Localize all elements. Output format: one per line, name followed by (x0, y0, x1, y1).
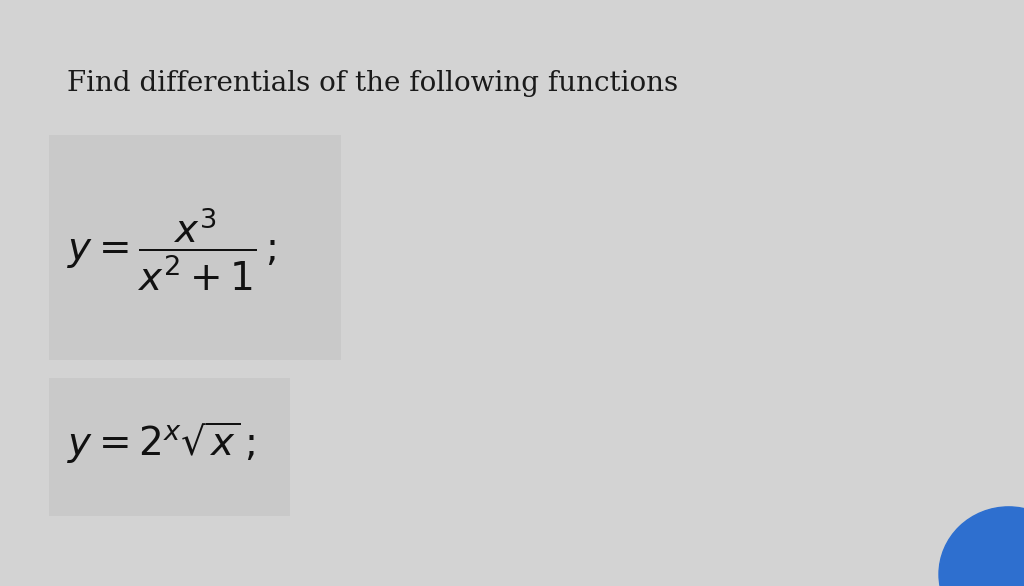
Text: $y = 2^x \sqrt{x}\,;$: $y = 2^x \sqrt{x}\,;$ (67, 419, 255, 466)
Text: Find differentials of the following functions: Find differentials of the following func… (67, 70, 678, 97)
Ellipse shape (939, 507, 1024, 586)
FancyBboxPatch shape (49, 378, 290, 516)
FancyBboxPatch shape (49, 135, 341, 360)
Text: $y = \dfrac{x^3}{x^2 + 1}\,;$: $y = \dfrac{x^3}{x^2 + 1}\,;$ (67, 205, 275, 293)
